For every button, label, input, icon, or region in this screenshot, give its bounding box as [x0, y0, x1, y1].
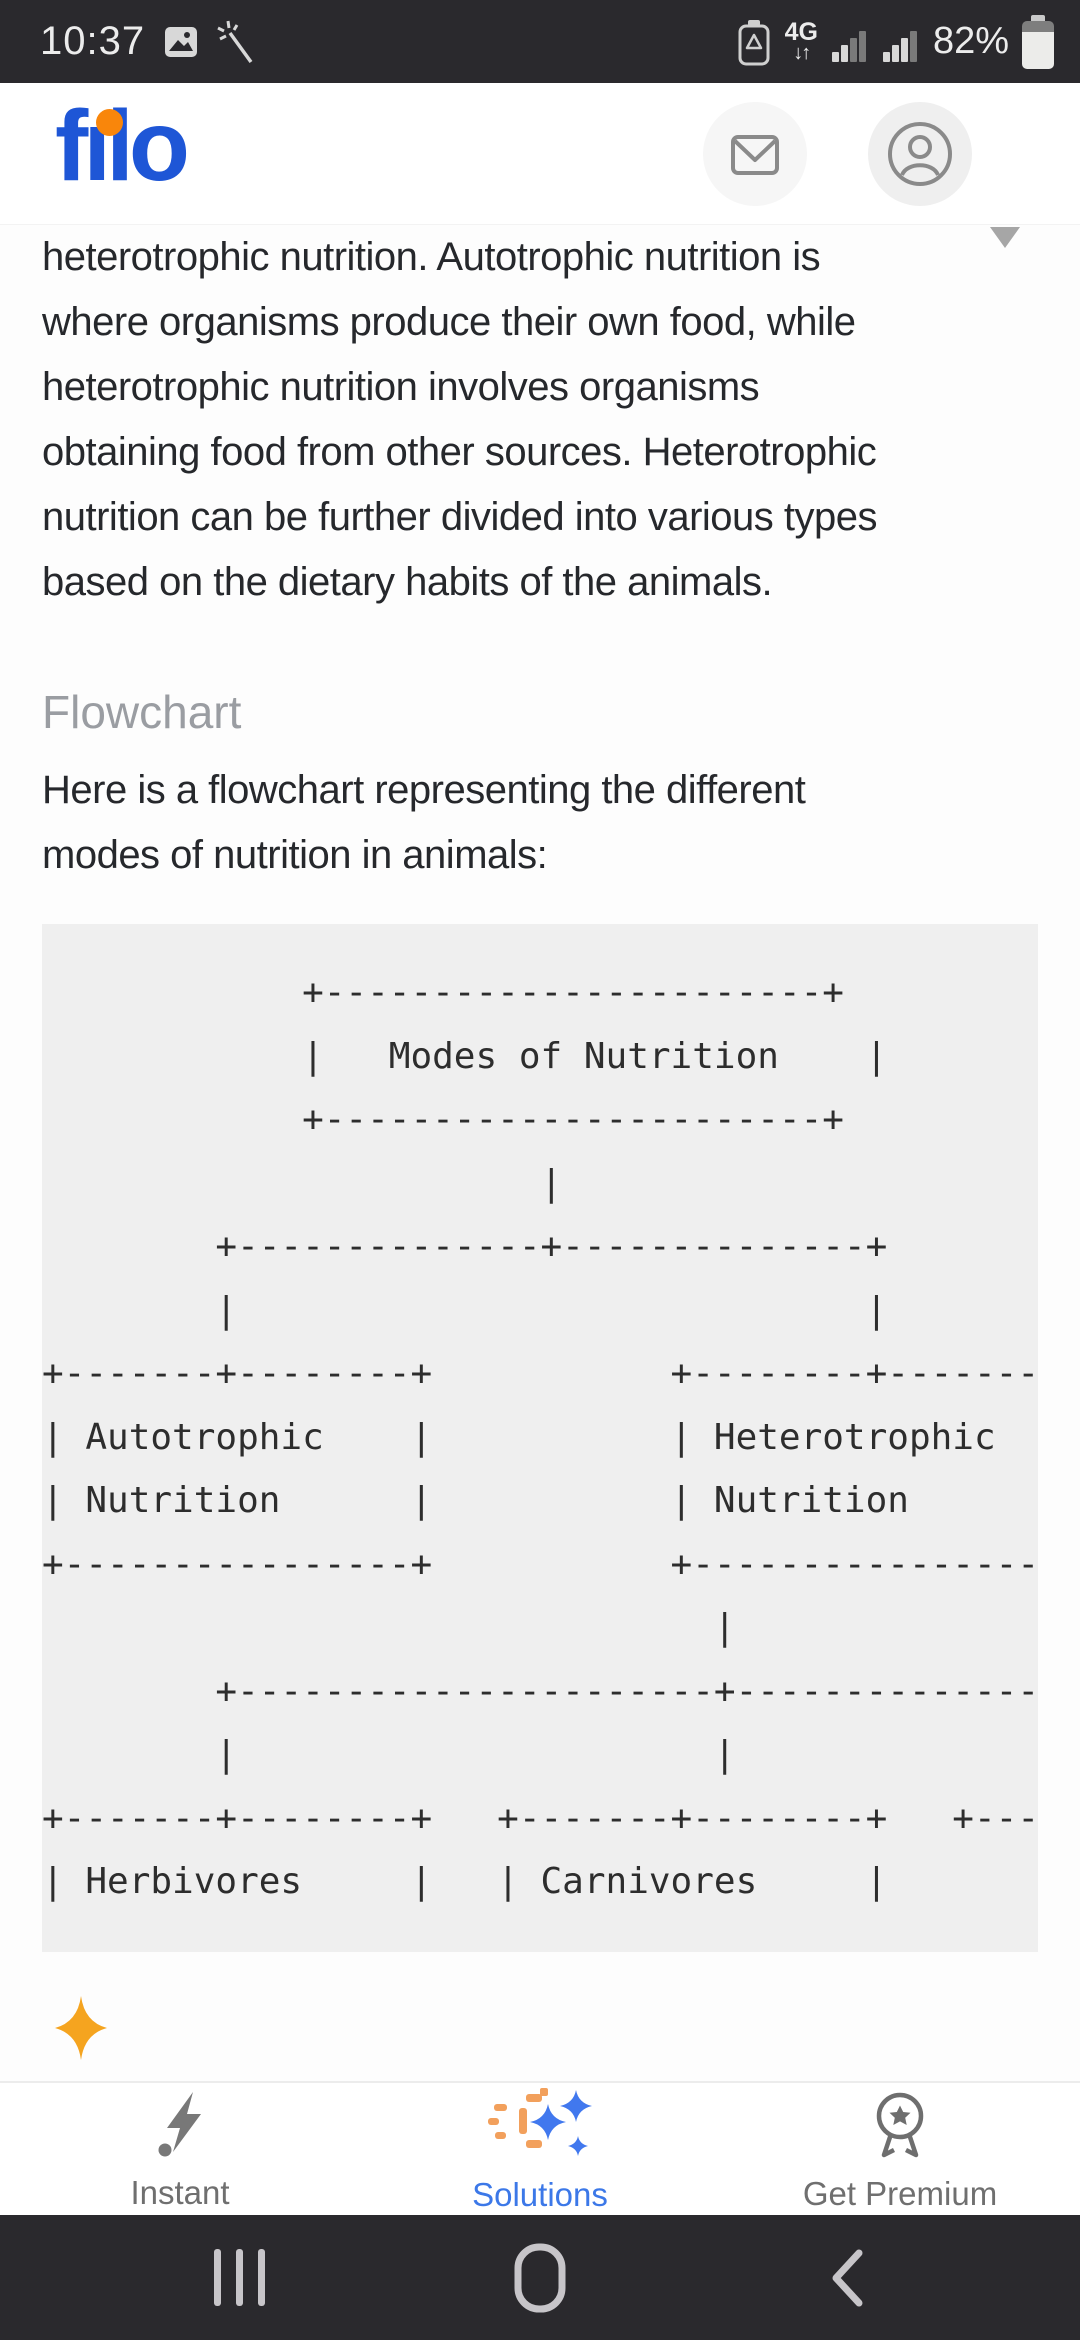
nav-item-solutions[interactable]: Solutions: [360, 2083, 720, 2215]
mail-icon: [731, 135, 779, 175]
magic-wand-notification-icon: [217, 20, 253, 63]
signal-strength-icon-sim1: [831, 30, 866, 62]
network-type-indicator: 4G ↓↑: [784, 18, 818, 64]
data-updown-arrows: ↓↑: [793, 42, 811, 64]
nav-label: Get Premium: [802, 2175, 998, 2212]
app-header: fılo: [0, 83, 1080, 248]
status-bar: 10:37 4G ↓↑: [0, 0, 1080, 83]
flowchart-section-heading: Flowchart: [42, 686, 242, 738]
account-dropdown-caret[interactable]: [990, 227, 1020, 248]
filo-logo: fılo: [55, 90, 190, 202]
text-line: modes of nutrition in animals:: [42, 833, 548, 877]
signal-strength-icon-sim2: [882, 30, 917, 62]
text-line: obtaining food from other sources. Heter…: [42, 430, 877, 474]
code-line: | Modes of Nutrition |: [42, 1035, 888, 1077]
lightning-bolt-icon: [158, 2092, 201, 2157]
code-line: | Autotrophic | | Heterotrophic |: [42, 1416, 1038, 1458]
status-bar-left: 10:37: [40, 19, 259, 64]
code-line: +-----------------------+: [42, 1099, 844, 1140]
battery-icon: [1022, 14, 1054, 69]
text-line: heterotrophic nutrition involves organis…: [42, 365, 760, 409]
code-line: | Herbivores | | Carnivores |: [42, 1861, 888, 1902]
text-line: nutrition can be further divided into va…: [42, 495, 878, 539]
premium-medal-icon: [876, 2092, 924, 2158]
flowchart-intro-paragraph: Here is a flowchart representing the dif…: [42, 758, 1038, 888]
battery-percent-label: 82%: [932, 20, 1009, 62]
streaming-sparkle-icon: [55, 1996, 107, 2060]
ai-sparkles-icon: [488, 2088, 592, 2156]
text-line: where organisms produce their own food, …: [42, 300, 856, 344]
nav-item-instant[interactable]: Instant: [0, 2083, 360, 2215]
code-line: | |: [42, 1289, 888, 1331]
account-button[interactable]: [868, 102, 972, 206]
code-line: +-----------------------+: [42, 972, 844, 1013]
answer-paragraph: heterotrophic nutrition. Autotrophic nut…: [42, 225, 1038, 615]
gallery-notification-icon: [165, 26, 198, 57]
power-saving-icon: [738, 19, 770, 65]
code-line: +--------------+--------------+: [42, 1226, 888, 1267]
person-icon: [888, 122, 952, 186]
recents-button[interactable]: [214, 2249, 265, 2306]
logo-i-dot: [96, 109, 123, 136]
messages-button[interactable]: [703, 102, 807, 206]
code-line: | |: [42, 1734, 736, 1775]
code-line: +----------------+ +----------------+: [42, 1543, 1038, 1585]
code-line: |: [42, 1607, 736, 1648]
code-line: +----------------------+--------------+: [42, 1670, 1038, 1712]
code-line: +-------+--------+ +-------+--------+ +-…: [42, 1797, 1038, 1839]
recents-icon: [258, 2249, 265, 2306]
code-line: +-------+--------+ +--------+--------: [42, 1353, 1038, 1394]
nav-label: Solutions: [472, 2176, 608, 2213]
code-line: | Nutrition | | Nutrition |: [42, 1480, 1038, 1521]
text-line: Here is a flowchart representing the dif…: [42, 768, 806, 812]
home-button[interactable]: [509, 2243, 571, 2313]
text-line: heterotrophic nutrition. Autotrophic nut…: [42, 235, 821, 279]
clock: 10:37: [40, 19, 146, 63]
back-button[interactable]: [830, 2249, 864, 2307]
bottom-nav: Instant Solutions: [0, 2081, 1080, 2215]
text-line: based on the dietary habits of the anima…: [42, 560, 773, 604]
android-nav-bar: [0, 2215, 1080, 2340]
recents-icon: [236, 2249, 243, 2306]
recents-icon: [214, 2249, 221, 2306]
network-type-label: 4G: [784, 18, 818, 46]
nav-label: Instant: [130, 2174, 230, 2211]
answer-content: heterotrophic nutrition. Autotrophic nut…: [0, 225, 1080, 2060]
ascii-flowchart-code-block[interactable]: +-----------------------+ | Modes of Nut…: [42, 924, 1038, 1952]
status-bar-right: 4G ↓↑ 82%: [736, 14, 1054, 69]
code-line: |: [42, 1162, 563, 1204]
nav-item-get-premium[interactable]: Get Premium: [720, 2083, 1080, 2215]
